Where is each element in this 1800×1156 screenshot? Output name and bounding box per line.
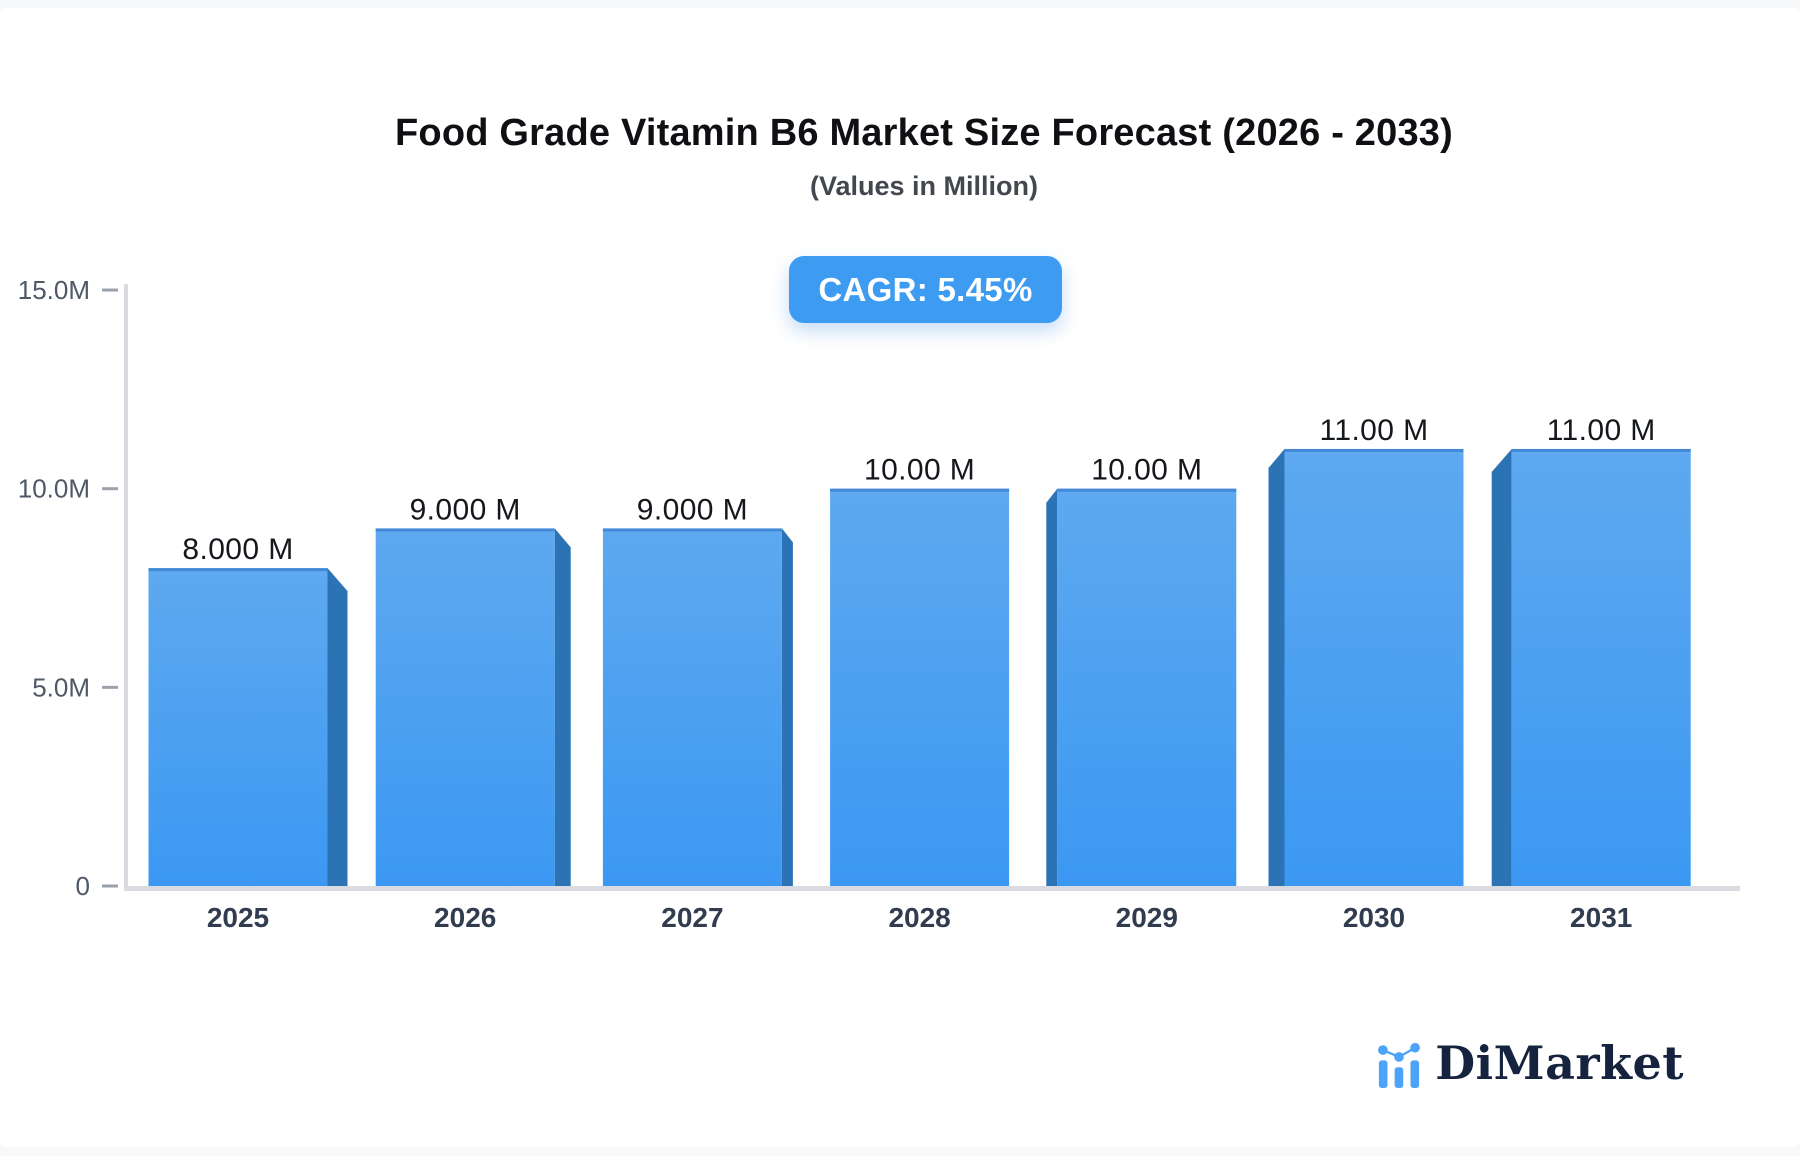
logo-bar-icon (1410, 1060, 1420, 1088)
logo-dot-icon (1378, 1045, 1389, 1055)
chart-title: Food Grade Vitamin B6 Market Size Foreca… (395, 112, 1453, 154)
bar-side-face (1491, 448, 1512, 886)
bar-value-label: 9.000 M (637, 493, 748, 526)
x-tick-label: 2031 (1570, 902, 1632, 933)
bar-group-2027 (602, 528, 793, 886)
cagr-badge-label: CAGR: 5.45% (818, 270, 1033, 308)
bar-value-label: 10.00 M (1091, 454, 1202, 487)
bar-top-edge (830, 488, 1010, 492)
chart-subtitle: (Values in Million) (809, 171, 1039, 201)
brand-name: DiMarket (1435, 1036, 1684, 1090)
y-tick-mark (102, 685, 118, 689)
bar-group-2029 (1046, 488, 1237, 886)
bar-side-face (1268, 448, 1285, 886)
y-tick-mark (102, 884, 118, 888)
bar-top-edge (1511, 448, 1691, 452)
bar-value-label: 10.00 M (864, 454, 975, 487)
y-tick-label: 0 (76, 871, 90, 901)
cagr-badge: CAGR: 5.45% (789, 256, 1062, 323)
bar (1511, 448, 1691, 886)
x-tick-label: 2030 (1343, 902, 1405, 933)
bar-group-2028 (830, 488, 1010, 886)
bar-value-label: 8.000 M (182, 533, 293, 566)
bar-top-edge (602, 528, 782, 532)
y-tick-label: 15.0M (18, 275, 90, 305)
bar (1057, 488, 1237, 886)
bar-side-face (554, 528, 571, 886)
bar-top-edge (148, 568, 328, 572)
x-axis-line (124, 886, 1740, 891)
bar-top-edge (1284, 448, 1464, 452)
y-tick-mark (102, 288, 118, 292)
y-tick-label: 5.0M (32, 672, 90, 702)
x-tick-label: 2029 (1116, 902, 1178, 933)
bar (1284, 448, 1464, 886)
bar-top-edge (1057, 488, 1237, 492)
brand-footer: DiMarket (1376, 1036, 1684, 1090)
bar (602, 528, 782, 886)
bar-value-label: 11.00 M (1320, 414, 1429, 447)
logo-bar-icon (1379, 1060, 1388, 1088)
y-tick-label: 10.0M (18, 474, 90, 504)
bar-side-face (327, 568, 348, 886)
bar-side-face (1046, 488, 1058, 886)
bar (830, 488, 1010, 886)
logo-bar-icon (1394, 1067, 1404, 1088)
bar (148, 568, 328, 886)
dimarket-logo-icon (1378, 1042, 1421, 1088)
logo-dot-icon (1394, 1052, 1405, 1062)
x-tick-label: 2026 (434, 902, 496, 933)
bar-group-2031 (1491, 448, 1691, 886)
y-axis-line (124, 284, 128, 891)
x-tick-label: 2027 (661, 902, 723, 933)
bar-top-edge (375, 528, 555, 532)
x-tick-label: 2025 (207, 902, 269, 933)
bar-group-2025 (148, 568, 348, 886)
logo-dot-icon (1410, 1042, 1421, 1053)
x-tick-label: 2028 (888, 902, 950, 933)
y-tick-mark (102, 487, 118, 491)
bar-group-2030 (1268, 448, 1464, 886)
bar-side-face (781, 528, 793, 886)
bar-group-2026 (375, 528, 571, 886)
bar-value-label: 9.000 M (410, 493, 521, 526)
bar-value-label: 11.00 M (1547, 414, 1656, 447)
bar (375, 528, 555, 886)
